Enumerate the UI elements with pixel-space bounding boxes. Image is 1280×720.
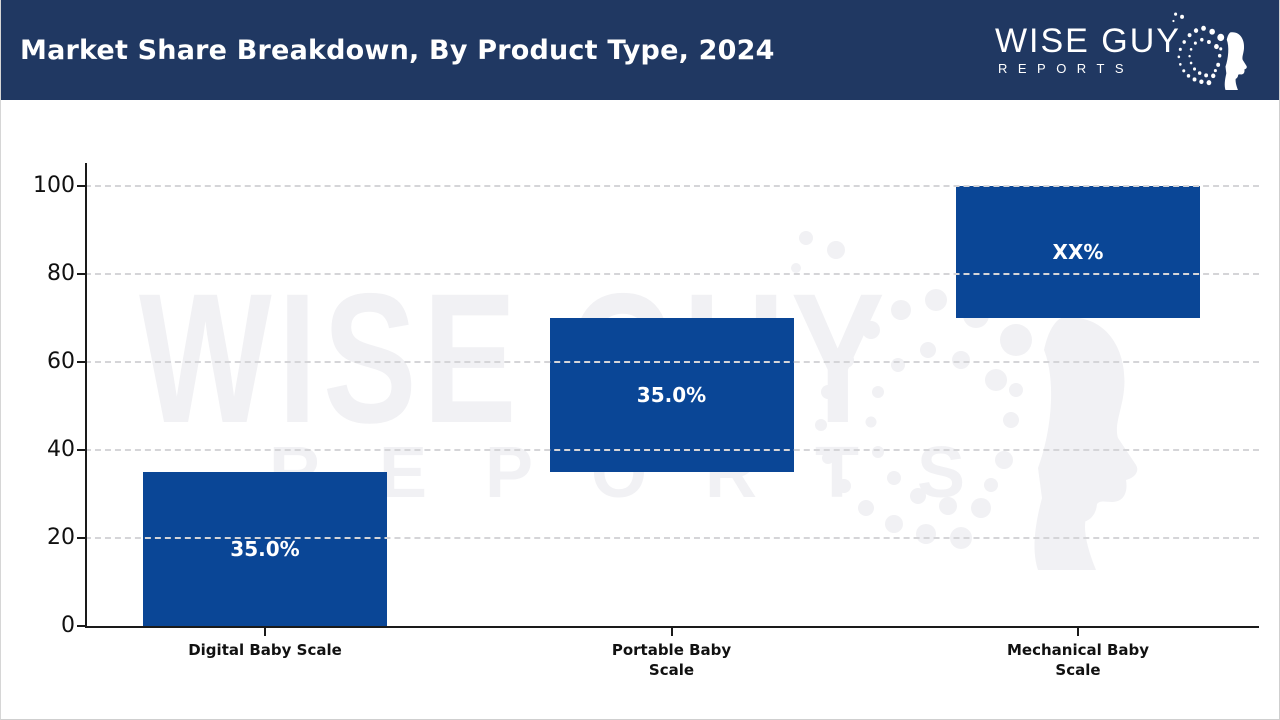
y-tick [77,185,85,187]
y-gridline [85,537,1259,539]
y-tick [77,625,85,627]
x-axis-line [85,626,1259,628]
y-tick-label: 20 [47,525,75,550]
bar-segment [956,186,1200,318]
logo-text: WISE GUY REPORTS [995,24,1181,76]
logo-subtitle: REPORTS [997,61,1135,76]
x-axis-category-label: Digital Baby Scale [188,641,342,659]
y-gridline [85,185,1259,187]
y-tick [77,537,85,539]
wise-guy-reports-logo: WISE GUY REPORTS [995,10,1253,90]
logo-name: WISE GUY [994,22,1181,60]
y-axis-line [85,163,87,628]
bar-segment [549,318,794,472]
page-title: Market Share Breakdown, By Product Type,… [20,34,775,66]
x-tick [1077,628,1079,636]
y-tick [77,449,85,451]
x-tick [670,628,673,636]
y-tick [77,273,85,275]
y-gridline [85,449,1259,451]
bar-value-label: 35.0% [230,537,300,561]
dotted-head-icon [1167,10,1253,90]
y-tick-label: 100 [33,173,75,198]
bar-value-label: 35.0% [636,383,707,407]
x-tick [264,628,266,636]
bar-segment [143,472,387,626]
y-gridline [85,361,1259,363]
bar-value-label: XX% [1052,240,1104,264]
y-tick [77,361,85,363]
y-tick-label: 60 [47,349,75,374]
y-tick-label: 0 [61,613,75,638]
x-axis-category-label: Portable Baby Scale [611,641,732,679]
header-bar: Market Share Breakdown, By Product Type,… [1,0,1279,100]
y-gridline [85,273,1259,275]
x-axis-category-label: Mechanical Baby Scale [1006,641,1150,679]
y-tick-label: 80 [47,261,75,286]
y-tick-label: 40 [47,437,75,462]
